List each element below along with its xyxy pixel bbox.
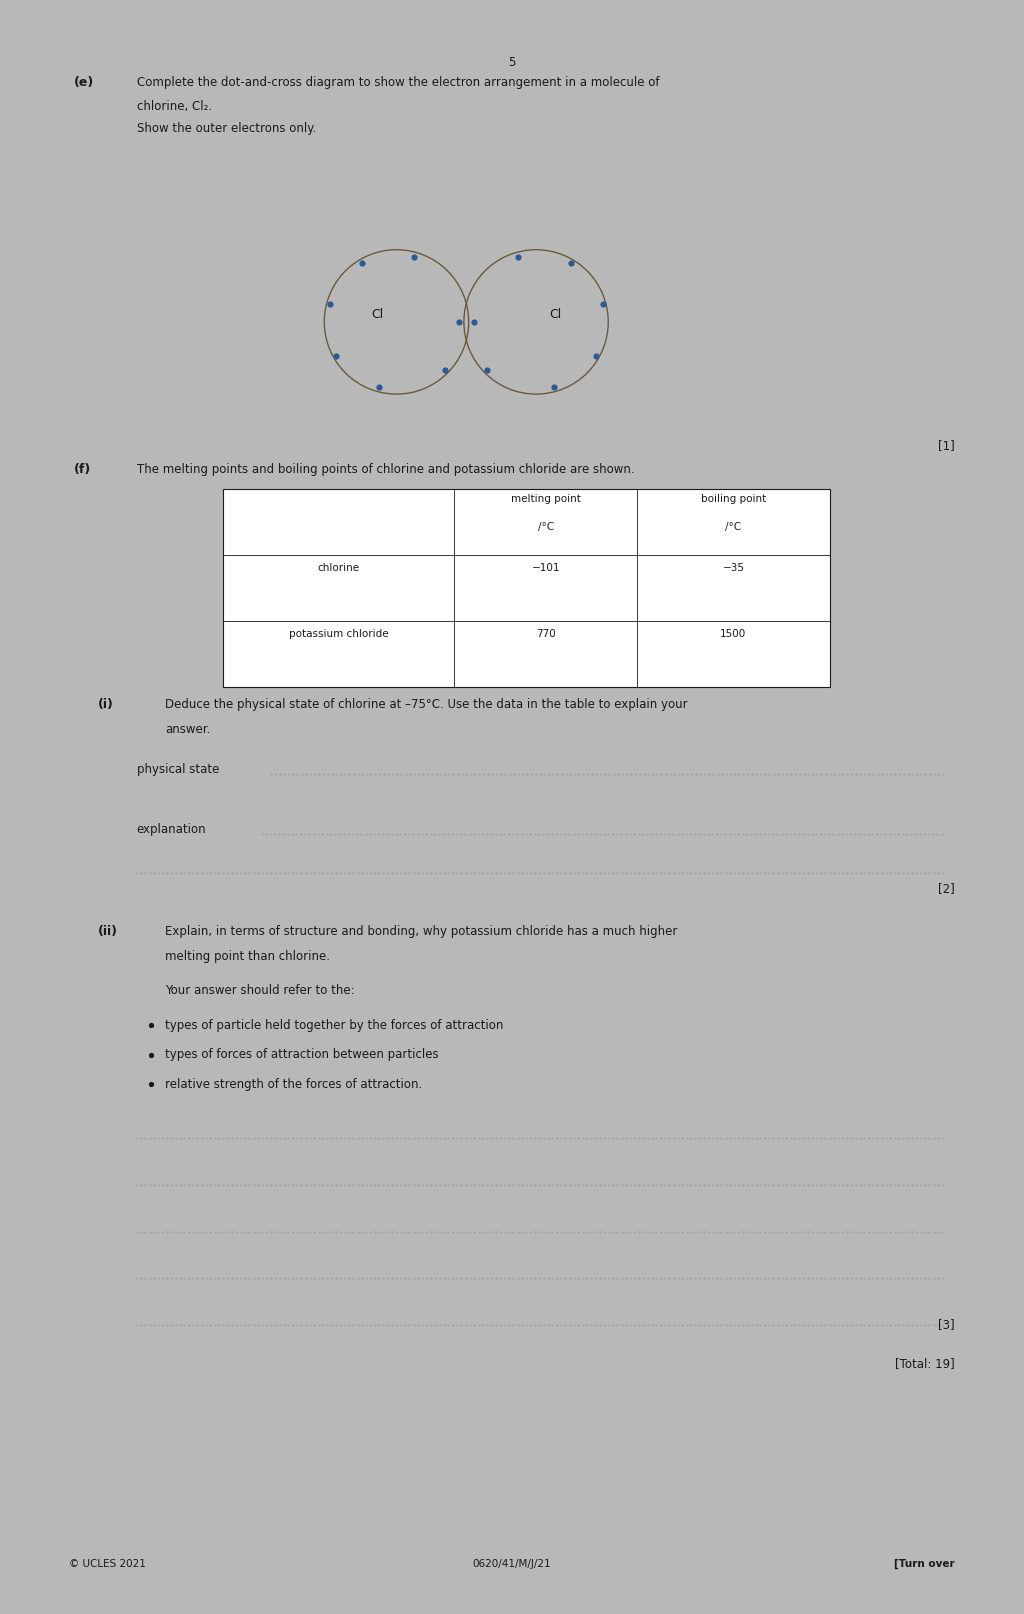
Text: (i): (i) [98,697,114,710]
Text: 1500: 1500 [720,629,746,639]
Text: 5: 5 [508,56,516,69]
Text: [1]: [1] [938,439,954,452]
Text: types of particle held together by the forces of attraction: types of particle held together by the f… [166,1018,504,1031]
Text: /°C: /°C [725,523,741,533]
Text: −35: −35 [722,563,744,573]
Text: chlorine: chlorine [317,563,359,573]
Text: Deduce the physical state of chlorine at –75°C. Use the data in the table to exp: Deduce the physical state of chlorine at… [166,697,688,710]
Text: 770: 770 [536,629,556,639]
Text: © UCLES 2021: © UCLES 2021 [70,1559,146,1569]
Text: Show the outer electrons only.: Show the outer electrons only. [136,121,316,134]
Text: Cl: Cl [549,308,561,321]
Text: Complete the dot-and-cross diagram to show the electron arrangement in a molecul: Complete the dot-and-cross diagram to sh… [136,76,659,89]
Text: 0620/41/M/J/21: 0620/41/M/J/21 [473,1559,551,1569]
Text: physical state: physical state [136,763,219,776]
Text: [Total: 19]: [Total: 19] [895,1357,954,1370]
Text: [Turn over: [Turn over [894,1559,954,1569]
Text: The melting points and boiling points of chlorine and potassium chloride are sho: The melting points and boiling points of… [136,463,634,476]
Text: relative strength of the forces of attraction.: relative strength of the forces of attra… [166,1078,423,1091]
Text: [3]: [3] [938,1317,954,1330]
Text: −101: −101 [531,563,560,573]
Text: types of forces of attraction between particles: types of forces of attraction between pa… [166,1049,439,1062]
Text: /°C: /°C [538,523,554,533]
Text: (ii): (ii) [98,925,118,938]
Text: (e): (e) [74,76,94,89]
Text: Your answer should refer to the:: Your answer should refer to the: [166,985,355,997]
Bar [223,489,829,686]
Text: explanation: explanation [136,823,206,836]
Text: answer.: answer. [166,723,211,736]
Text: boiling point: boiling point [700,494,766,504]
Text: melting point than chlorine.: melting point than chlorine. [166,949,331,962]
Text: (f): (f) [74,463,91,476]
Text: melting point: melting point [511,494,581,504]
Text: potassium chloride: potassium chloride [289,629,388,639]
Text: chlorine, Cl₂.: chlorine, Cl₂. [136,100,212,113]
Text: [2]: [2] [938,883,954,896]
Text: Explain, in terms of structure and bonding, why potassium chloride has a much hi: Explain, in terms of structure and bondi… [166,925,678,938]
Text: Cl: Cl [371,308,383,321]
